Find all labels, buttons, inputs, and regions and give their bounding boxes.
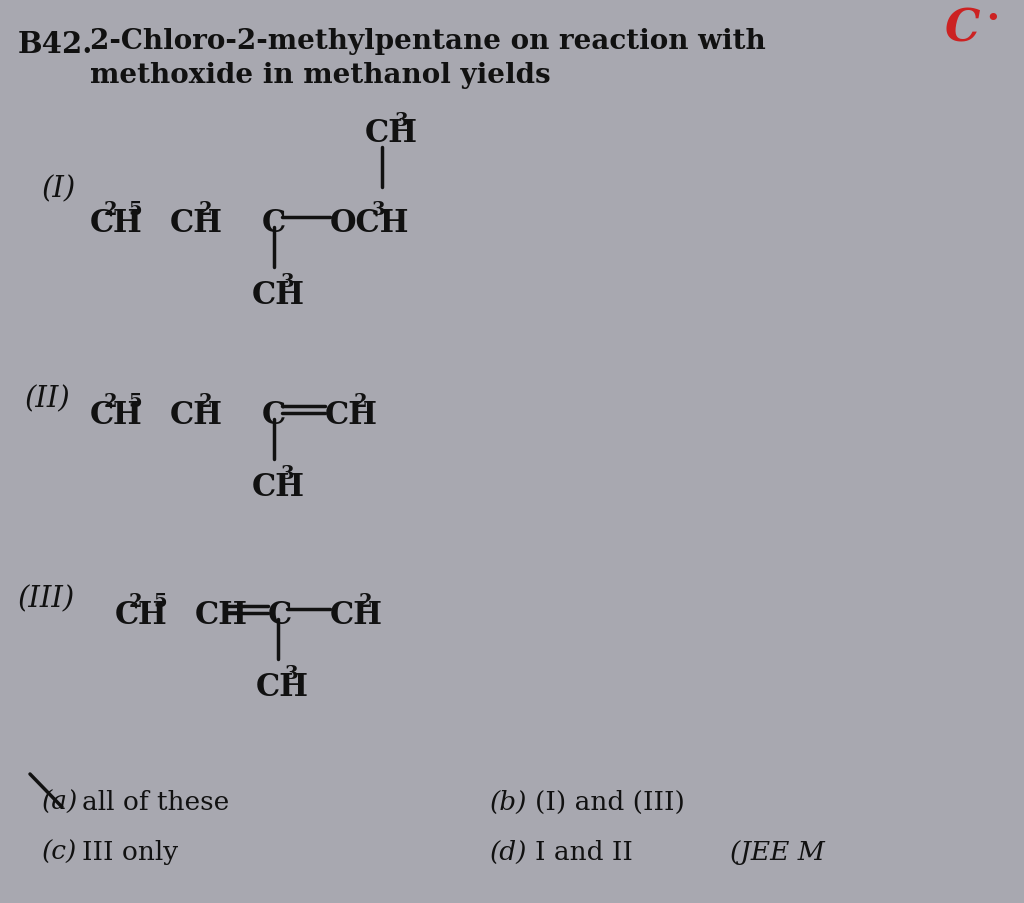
Text: CH: CH bbox=[325, 399, 378, 431]
Text: methoxide in methanol yields: methoxide in methanol yields bbox=[90, 62, 551, 88]
Text: CH: CH bbox=[256, 671, 309, 703]
Text: 3: 3 bbox=[281, 273, 295, 291]
Text: CH: CH bbox=[195, 600, 248, 630]
Text: CH: CH bbox=[252, 471, 305, 502]
Text: C: C bbox=[268, 600, 292, 630]
Text: CH: CH bbox=[252, 280, 305, 311]
Text: (JEE M: (JEE M bbox=[730, 839, 824, 864]
Text: 3: 3 bbox=[372, 200, 386, 219]
Text: CH: CH bbox=[170, 399, 223, 431]
Text: 5: 5 bbox=[128, 393, 141, 411]
Text: •: • bbox=[985, 8, 1000, 31]
Text: C: C bbox=[115, 600, 139, 630]
Text: C: C bbox=[262, 399, 287, 431]
Text: (III): (III) bbox=[18, 584, 75, 612]
Text: H: H bbox=[113, 208, 141, 238]
Text: all of these: all of these bbox=[82, 789, 229, 815]
Text: 5: 5 bbox=[153, 592, 167, 610]
Text: C: C bbox=[944, 8, 980, 51]
Text: 2: 2 bbox=[359, 592, 373, 610]
Text: (II): (II) bbox=[25, 385, 71, 413]
Text: (a): (a) bbox=[42, 789, 78, 815]
Text: H: H bbox=[138, 600, 167, 630]
Text: (c): (c) bbox=[42, 839, 77, 864]
Text: C: C bbox=[262, 208, 287, 238]
Text: 2: 2 bbox=[129, 592, 142, 610]
Text: 2: 2 bbox=[199, 393, 213, 411]
Text: 2: 2 bbox=[354, 393, 368, 411]
Text: CH: CH bbox=[170, 208, 223, 238]
Text: B42.: B42. bbox=[18, 30, 93, 59]
Text: C: C bbox=[90, 399, 115, 431]
Text: 5: 5 bbox=[128, 200, 141, 219]
Text: 3: 3 bbox=[285, 665, 299, 683]
Text: I and II: I and II bbox=[535, 839, 633, 864]
Text: 2: 2 bbox=[104, 393, 118, 411]
Text: CH: CH bbox=[365, 118, 418, 149]
Text: (I): (I) bbox=[42, 175, 76, 203]
Text: CH: CH bbox=[330, 600, 383, 630]
Text: H: H bbox=[113, 399, 141, 431]
Text: III only: III only bbox=[82, 839, 178, 864]
Text: (b): (b) bbox=[490, 789, 527, 815]
Text: (I) and (III): (I) and (III) bbox=[535, 789, 685, 815]
Text: C: C bbox=[90, 208, 115, 238]
Text: OCH: OCH bbox=[330, 208, 410, 238]
Text: 2: 2 bbox=[104, 200, 118, 219]
Text: 3: 3 bbox=[395, 112, 409, 130]
Text: 3: 3 bbox=[281, 464, 295, 482]
Text: (d): (d) bbox=[490, 839, 527, 864]
Text: 2: 2 bbox=[199, 200, 213, 219]
Text: 2-Chloro-2-methylpentane on reaction with: 2-Chloro-2-methylpentane on reaction wit… bbox=[90, 28, 766, 55]
